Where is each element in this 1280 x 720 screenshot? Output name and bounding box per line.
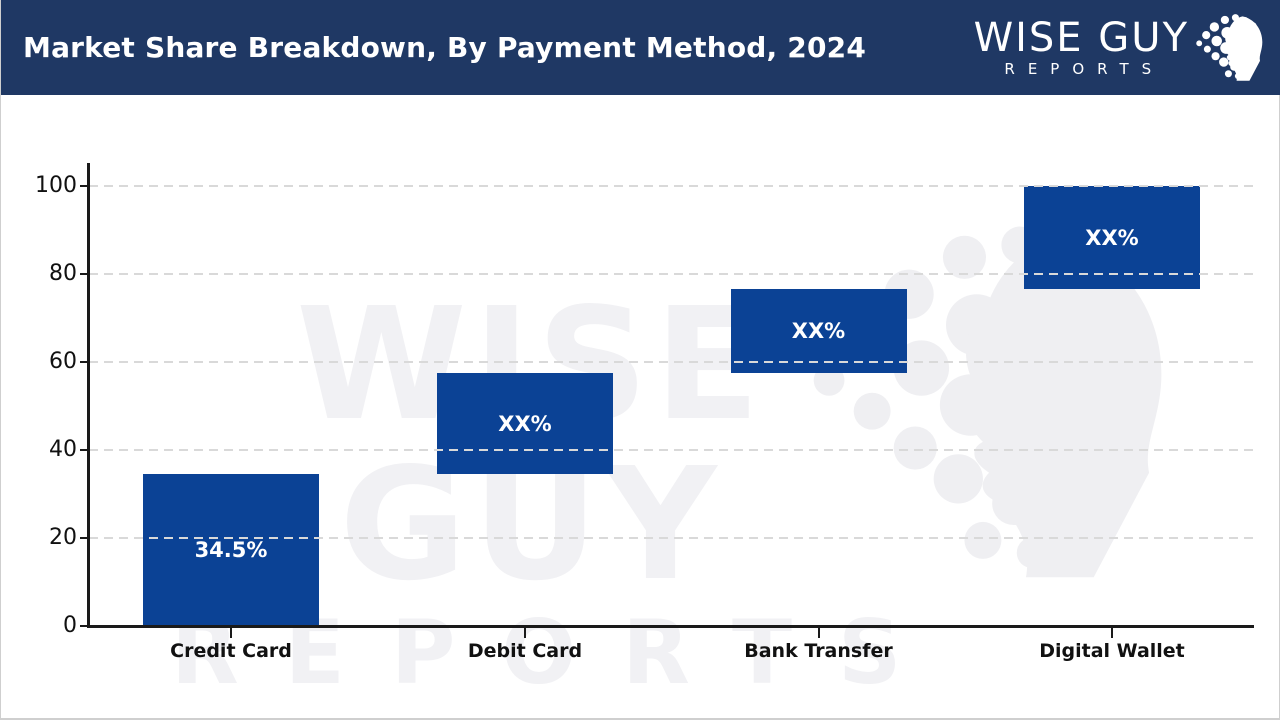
y-tick [80, 537, 89, 539]
gridline [89, 361, 1254, 363]
x-axis-line [87, 625, 1254, 628]
y-axis-line [87, 163, 90, 628]
y-tick-label: 0 [63, 613, 77, 638]
bar-segment-bank-transfer: XX% [730, 289, 907, 373]
x-category-label: Bank Transfer [744, 640, 893, 662]
y-tick [80, 273, 89, 275]
x-tick [1111, 628, 1113, 638]
bar-value-label: XX% [1085, 225, 1139, 250]
chart-title: Market Share Breakdown, By Payment Metho… [23, 31, 867, 64]
brand-name: WISE GUY [973, 14, 1189, 61]
watermark: WISE GUY REPORTS [1, 95, 1280, 705]
brand-logo-text: WISE GUY REPORTS [974, 18, 1189, 78]
gridline [89, 449, 1254, 451]
gridline [89, 185, 1254, 187]
y-tick-label: 20 [49, 525, 77, 550]
brand-logo: WISE GUY REPORTS [974, 7, 1280, 89]
brand-face-icon [1196, 13, 1263, 81]
y-tick [80, 449, 89, 451]
y-tick [80, 185, 89, 187]
gridline [89, 273, 1254, 275]
bar-value-label: XX% [791, 319, 846, 344]
gridline [89, 537, 1254, 539]
y-tick-label: 100 [35, 173, 77, 198]
bar-segment-debit-card: XX% [437, 373, 613, 475]
header-bar: Market Share Breakdown, By Payment Metho… [1, 0, 1280, 95]
y-tick [80, 361, 89, 363]
x-tick [524, 628, 526, 638]
bar-segment-credit-card: 34.5% [143, 474, 319, 626]
bar-value-label: XX% [498, 411, 552, 436]
bar-value-label: 34.5% [194, 538, 268, 563]
x-tick [230, 628, 232, 638]
x-category-label: Credit Card [170, 640, 292, 662]
x-category-label: Debit Card [467, 640, 583, 662]
y-tick [80, 625, 89, 627]
bar-segment-digital-wallet: XX% [1024, 186, 1200, 290]
x-category-label: Digital Wallet [1039, 640, 1185, 662]
brand-subname: REPORTS [1004, 59, 1165, 78]
y-tick-label: 40 [49, 437, 77, 462]
y-tick-label: 60 [49, 349, 77, 374]
x-tick [817, 628, 820, 638]
y-tick-label: 80 [49, 261, 77, 286]
